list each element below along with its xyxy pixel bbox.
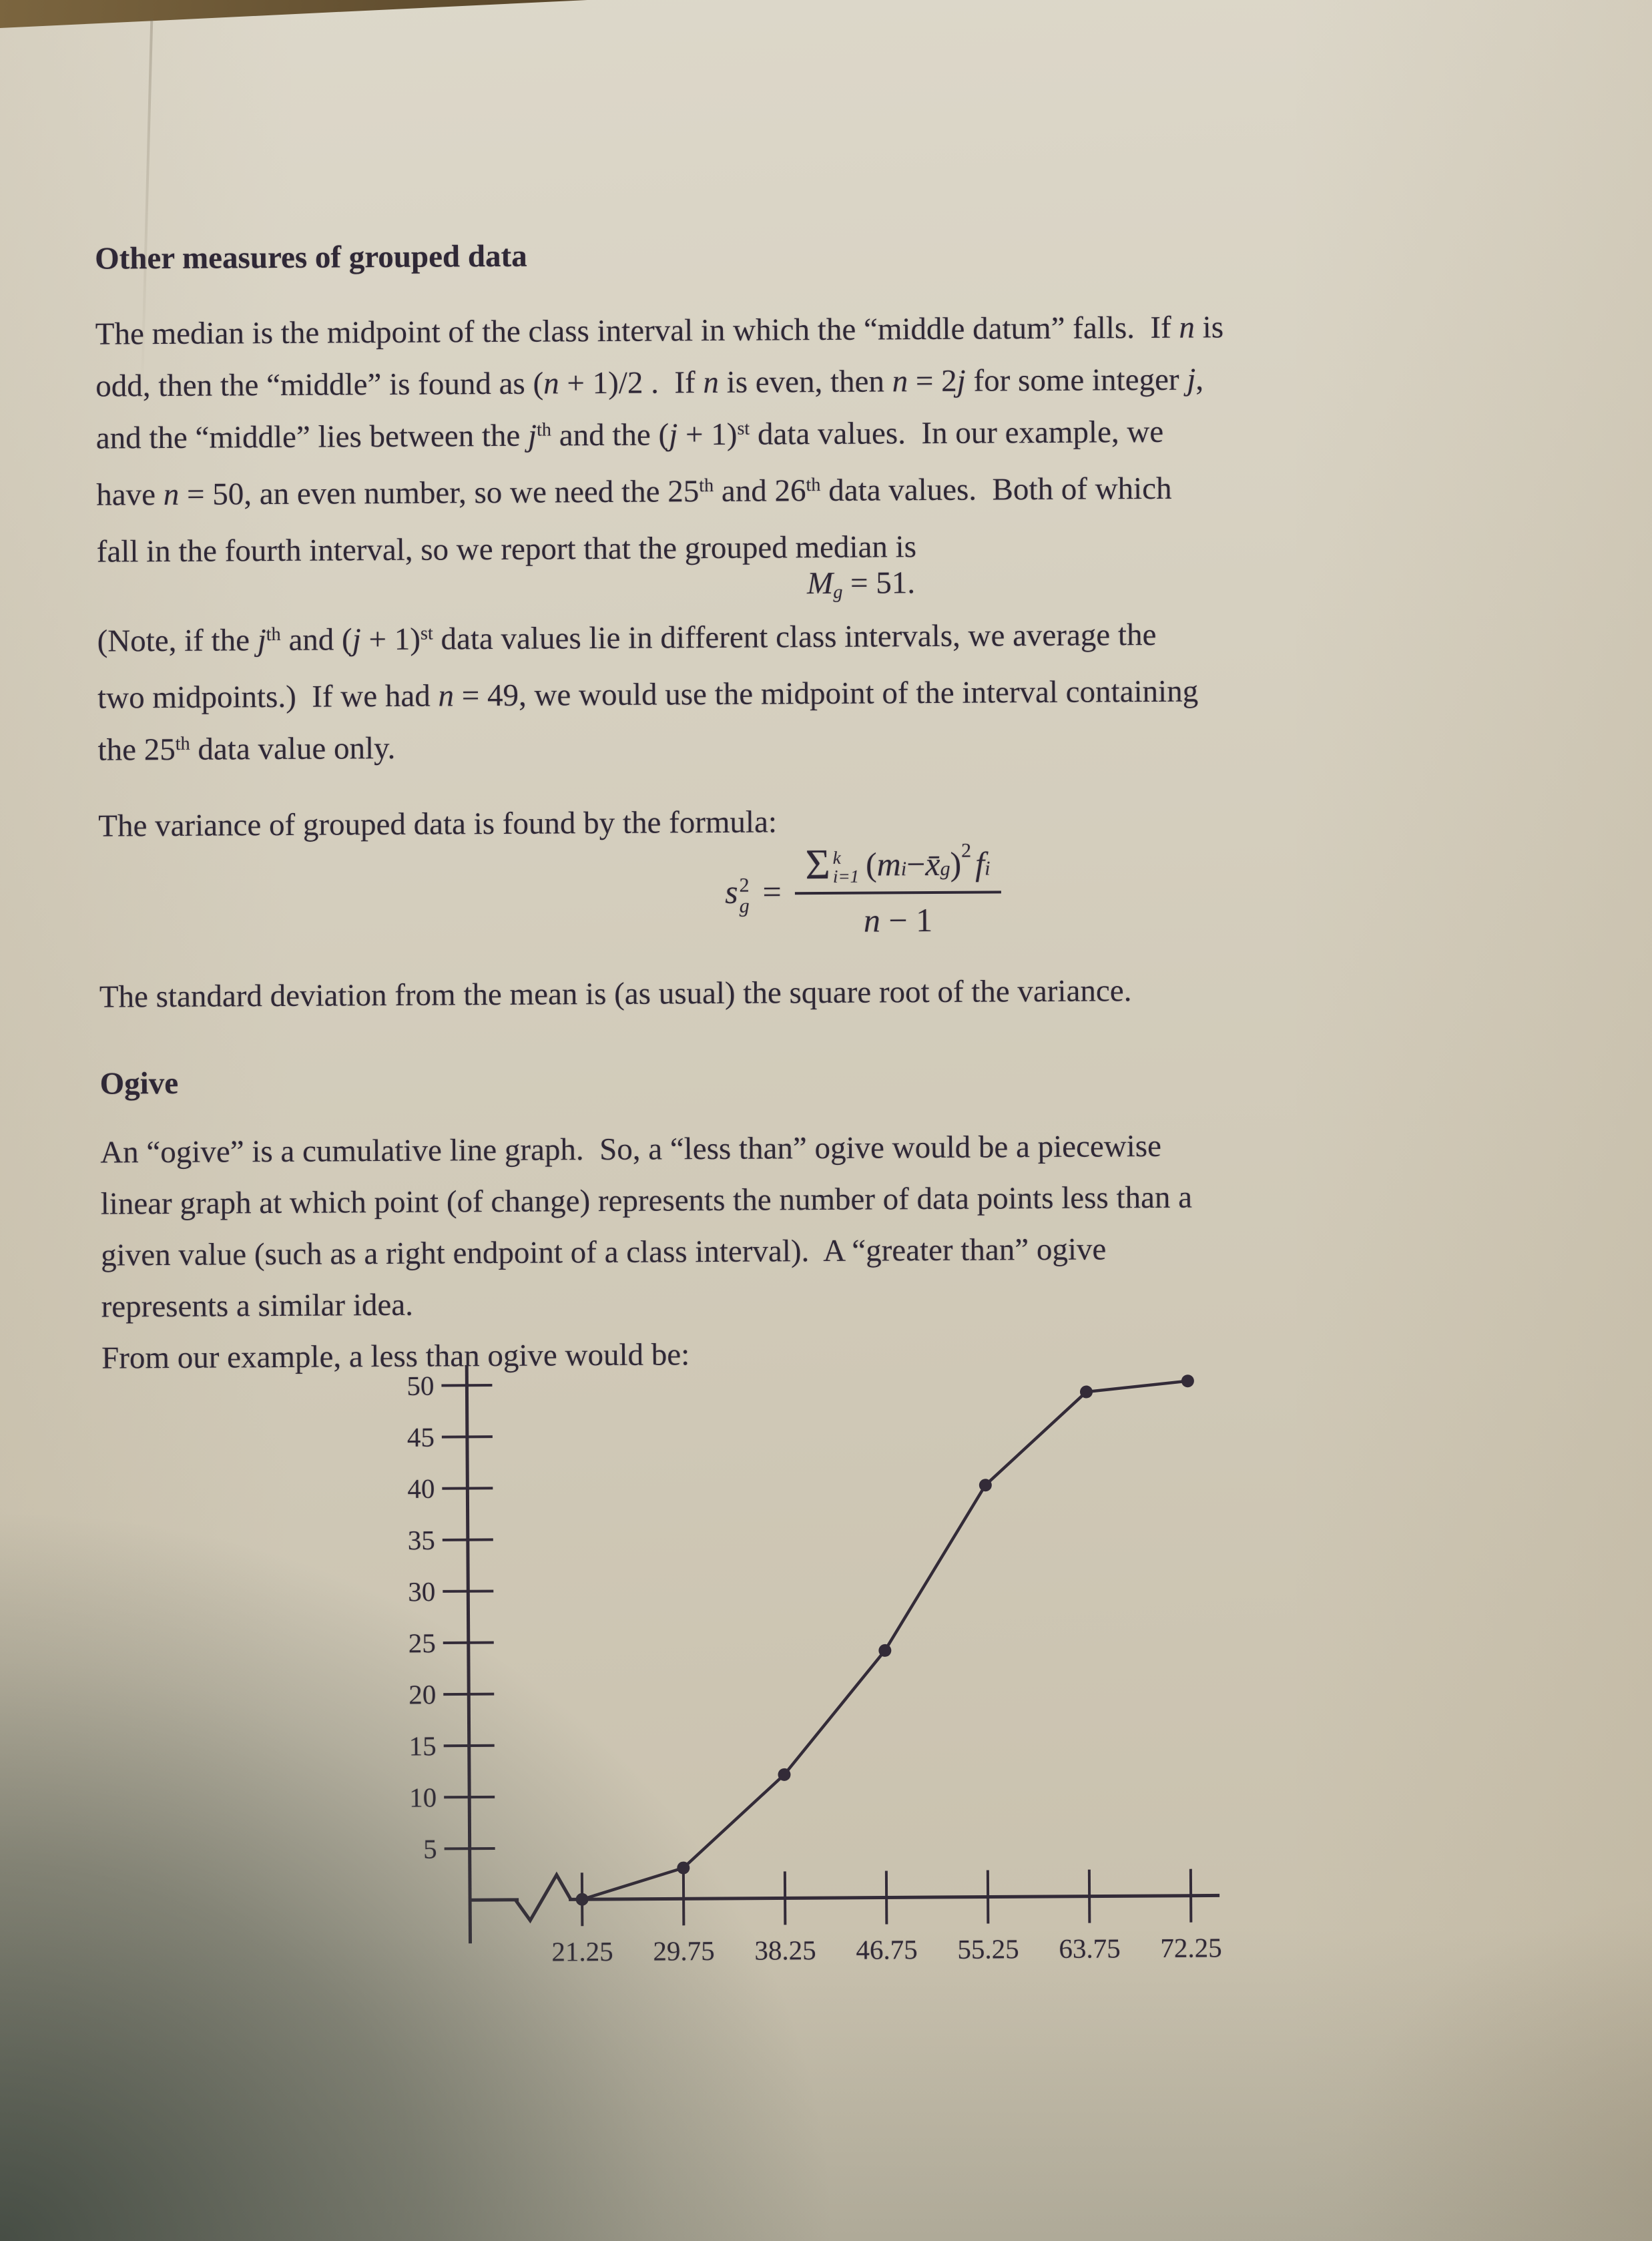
x-tick-label: 72.25: [1160, 1932, 1222, 1963]
data-point: [778, 1768, 791, 1781]
ogive-chart-svg: 5 10 15 20 25 30 35 40 45 50 21.25 29.75 38.25 46.75 5…: [406, 1365, 1222, 1967]
ogive-line: [581, 1379, 1188, 1901]
x-tick-label: 46.75: [856, 1934, 918, 1965]
data-point: [575, 1893, 589, 1906]
y-tick-label: 20: [408, 1679, 436, 1710]
text-line: odd, then the “middle” is found as (n + …: [95, 362, 1204, 404]
data-point: [979, 1479, 992, 1492]
text-line: have n = 50, an even number, so we need …: [96, 471, 1172, 513]
text-line: two midpoints.) If we had n = 49, we wou…: [97, 674, 1199, 716]
text-line: the 25th data value only.: [97, 730, 396, 768]
formula-equals: =: [762, 873, 782, 911]
data-point: [677, 1861, 690, 1875]
paragraph-ogive: An “ogive” is a cumulative line graph. S…: [100, 1118, 1630, 1385]
x-tick-label: 29.75: [653, 1935, 715, 1967]
paragraph-note: (Note, if the jth and (j + 1)st data val…: [97, 606, 1626, 781]
section-heading-grouped-data: Other measures of grouped data: [94, 238, 527, 276]
data-point: [878, 1644, 892, 1657]
sigma-symbol: Σ: [805, 840, 831, 889]
text-line: The median is the midpoint of the class …: [95, 310, 1224, 352]
y-tick-label: 30: [408, 1576, 435, 1607]
x-tick-label: 55.25: [957, 1933, 1019, 1965]
ogive-chart: 5 10 15 20 25 30 35 40 45 50 21.25 29.75 38.25 46.75 5…: [388, 1346, 1274, 2019]
y-tick-label: 15: [409, 1730, 437, 1761]
text-line: represents a similar idea.: [101, 1287, 414, 1324]
std-dev-line: The standard deviation from the mean is …: [99, 973, 1132, 1015]
y-tick-label: 50: [406, 1371, 434, 1401]
formula-denominator: n − 1: [863, 901, 933, 939]
x-tick-label: 21.25: [551, 1936, 613, 1967]
x-tick-label: 63.75: [1059, 1933, 1121, 1964]
y-axis: [465, 1365, 473, 1944]
y-tick-label: 25: [408, 1628, 436, 1658]
axis-break-icon: [514, 1871, 573, 1924]
y-tick-label: 10: [409, 1782, 437, 1812]
y-tick-label: 35: [408, 1525, 435, 1555]
data-point: [1079, 1385, 1093, 1399]
section-heading-ogive: Ogive: [99, 1065, 179, 1101]
x-tick-label: 38.25: [754, 1935, 816, 1966]
text-line: (Note, if the jth and (j + 1)st data val…: [97, 617, 1157, 659]
y-tick-label: 5: [423, 1833, 437, 1864]
data-point: [1181, 1375, 1194, 1388]
text-line: linear graph at which point (of change) …: [100, 1180, 1193, 1222]
y-tick-label: 45: [407, 1422, 435, 1453]
x-axis: [569, 1893, 1220, 1901]
paragraph-median: The median is the midpoint of the class …: [95, 299, 1625, 578]
text-line: given value (such as a right endpoint of…: [101, 1232, 1107, 1273]
text-line: and the “middle” lies between the jth an…: [95, 414, 1164, 456]
y-tick-label: 40: [407, 1473, 435, 1504]
text-line: An “ogive” is a cumulative line graph. S…: [100, 1128, 1162, 1170]
